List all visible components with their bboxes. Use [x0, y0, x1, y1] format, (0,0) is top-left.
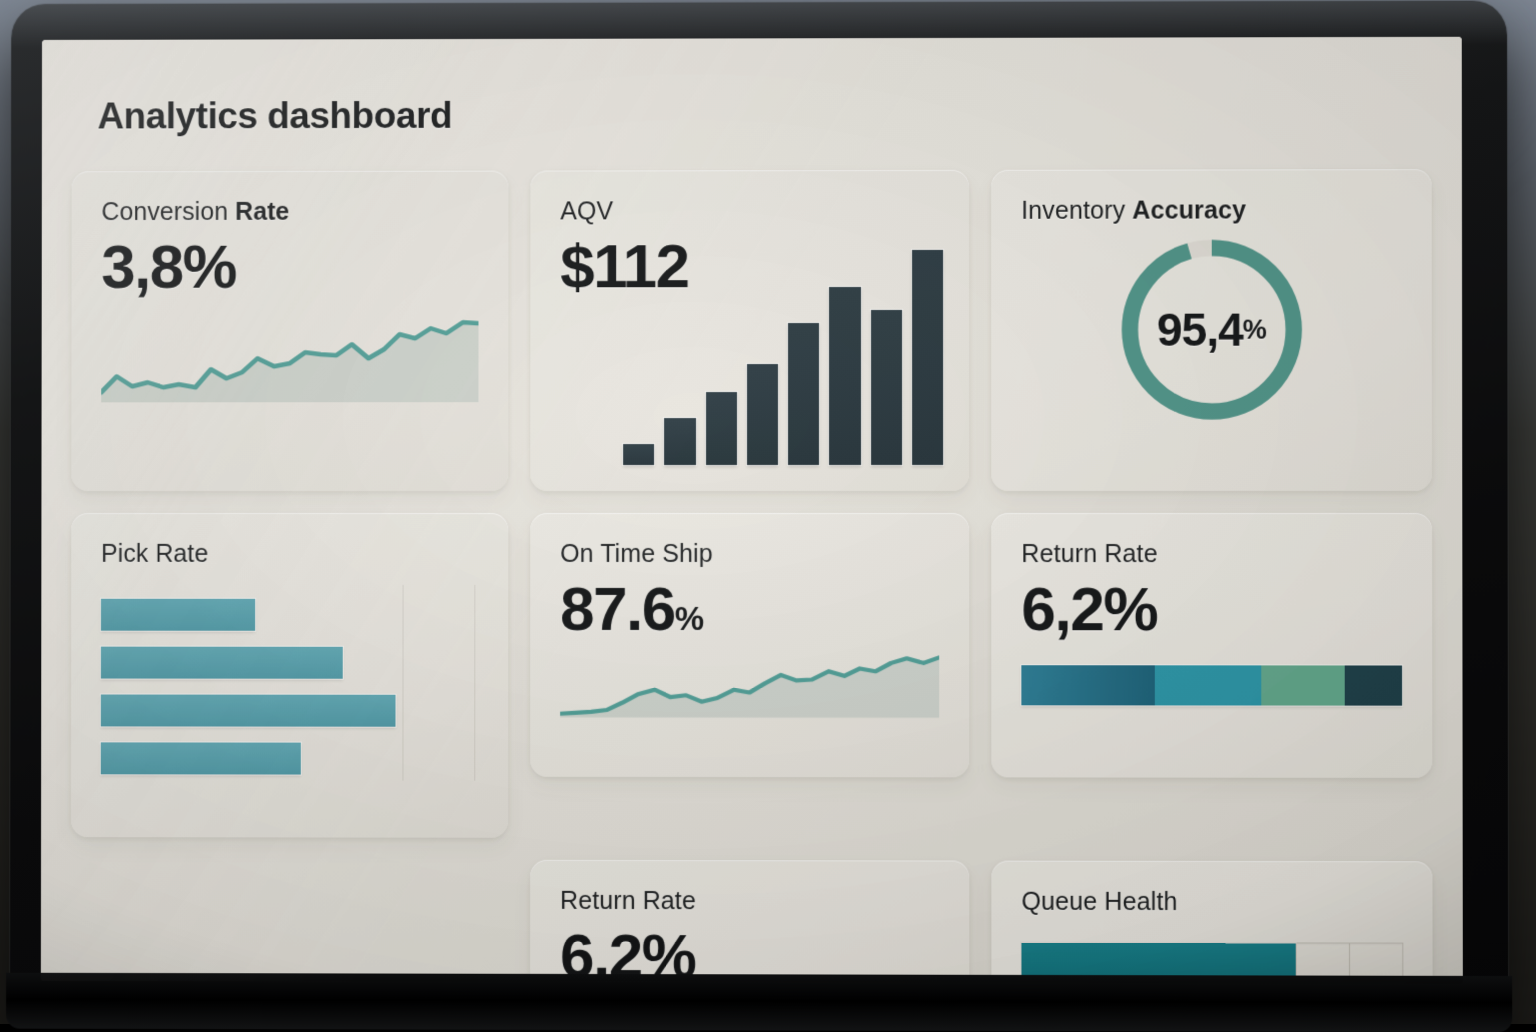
on-time-ship-sparkline	[560, 649, 939, 723]
card-on-time-ship[interactable]: On Time Ship 87.6%	[530, 513, 969, 777]
card-label-pick-rate: Pick Rate	[101, 540, 478, 569]
gridline-2	[474, 585, 475, 781]
return-rate-segmented-bar	[1021, 665, 1402, 705]
card-value-return-rate: 6,2%	[1021, 577, 1402, 643]
pick-rate-bar-chart	[101, 599, 479, 775]
bar-1	[623, 444, 654, 465]
card-label-return-rate-2: Return Rate	[560, 887, 939, 917]
card-label-on-time-ship: On Time Ship	[560, 540, 939, 569]
card-label-return-rate: Return Rate	[1021, 540, 1402, 569]
card-return-rate-2[interactable]: Return Rate 6,2%	[530, 860, 969, 984]
kpi-card-grid: Conversion Rate 3,8% AQV $112	[71, 169, 1433, 984]
card-conversion-rate[interactable]: Conversion Rate 3,8%	[71, 171, 508, 491]
bar-7	[871, 310, 902, 465]
laptop-base	[6, 973, 1512, 1032]
card-label-inventory-accuracy: Inventory Accuracy	[1021, 196, 1401, 226]
hbar-2	[101, 647, 342, 679]
card-label-queue-health: Queue Health	[1021, 888, 1402, 918]
card-label-aov: AQV	[560, 197, 939, 227]
card-label-conversion-rate: Conversion Rate	[101, 198, 478, 227]
card-pick-rate[interactable]: Pick Rate	[71, 513, 508, 838]
card-aov[interactable]: AQV $112	[530, 170, 969, 491]
card-value-on-time-ship: 87.6%	[560, 577, 939, 643]
bar-8	[912, 250, 943, 465]
inventory-accuracy-donut: 95,4%	[1115, 233, 1308, 425]
segment-4	[1345, 665, 1402, 705]
bar-6	[829, 287, 860, 465]
grid-spacer	[71, 859, 508, 860]
segment-3	[1261, 665, 1345, 705]
aov-bar-chart	[623, 250, 943, 465]
hbar-1	[101, 599, 256, 631]
bar-3	[706, 392, 737, 465]
laptop-device: Analytics dashboard Conversion Rate 3,8%	[10, 1, 1508, 1027]
page-title: Analytics dashboard	[98, 93, 1432, 137]
hbar-3	[101, 694, 395, 726]
donut-center-value: 95,4%	[1115, 233, 1308, 425]
hbar-4	[101, 742, 301, 774]
card-inventory-accuracy[interactable]: Inventory Accuracy 95,4%	[991, 169, 1432, 491]
bar-4	[747, 364, 778, 465]
laptop-screen: Analytics dashboard Conversion Rate 3,8%	[41, 37, 1463, 984]
segment-1	[1021, 665, 1154, 705]
conversion-rate-sparkline	[101, 314, 478, 410]
analytics-dashboard: Analytics dashboard Conversion Rate 3,8%	[41, 37, 1463, 984]
card-queue-health[interactable]: Queue Health	[991, 861, 1432, 984]
card-return-rate[interactable]: Return Rate 6,2%	[991, 513, 1432, 778]
card-value-conversion-rate: 3,8%	[101, 234, 478, 300]
segment-2	[1154, 665, 1261, 705]
gridline-1	[403, 585, 404, 781]
bar-5	[788, 323, 819, 465]
bar-2	[664, 418, 695, 465]
